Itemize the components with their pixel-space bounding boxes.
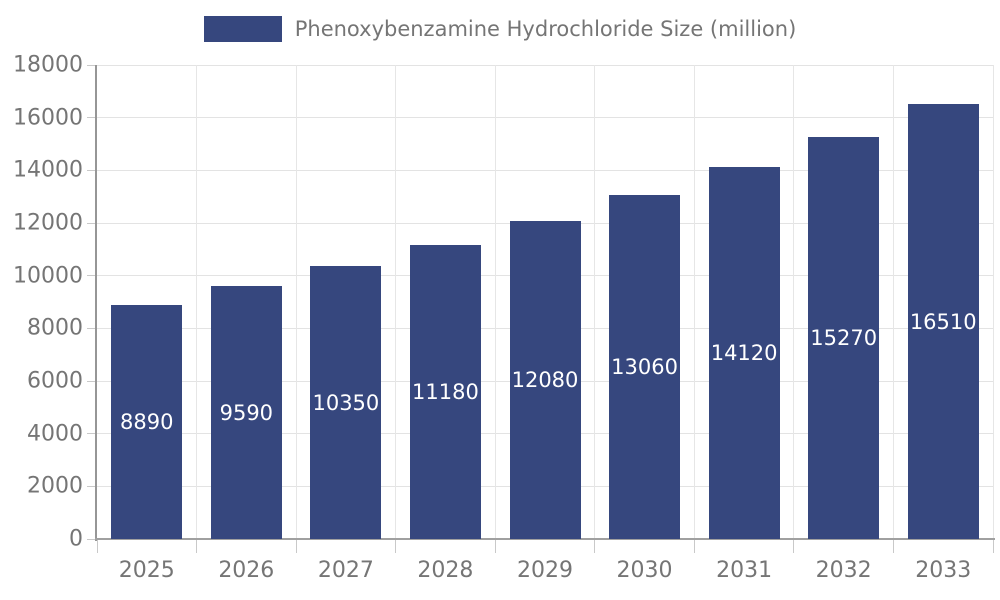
bar-value-label: 9590 xyxy=(219,400,274,425)
y-axis-tick-label: 4000 xyxy=(27,421,83,447)
bar xyxy=(708,167,780,539)
x-axis-tick-label: 2030 xyxy=(616,558,673,583)
y-axis-tick-label: 0 xyxy=(69,526,83,552)
bar-value-label: 10350 xyxy=(312,390,380,415)
bar-value-label: 11180 xyxy=(412,379,479,404)
y-axis-tick xyxy=(87,222,95,224)
gridline-vertical xyxy=(992,65,994,539)
bar-value-label: 13060 xyxy=(611,355,678,380)
x-axis-tick xyxy=(96,540,98,553)
bar-value-label: 8890 xyxy=(120,409,174,434)
x-axis-tick xyxy=(793,540,795,553)
x-axis-tick-label: 2032 xyxy=(815,558,872,583)
gridline-vertical xyxy=(594,65,596,539)
gridline-vertical xyxy=(494,65,496,539)
bar xyxy=(310,266,382,539)
x-axis-tick-label: 2025 xyxy=(118,558,175,583)
y-axis-tick-label: 18000 xyxy=(13,52,83,78)
y-axis-tick xyxy=(87,64,95,66)
y-axis-tick xyxy=(87,275,95,277)
x-axis-tick-label: 2027 xyxy=(317,558,374,583)
x-axis-tick xyxy=(594,540,596,553)
x-axis-tick xyxy=(295,540,297,553)
bar xyxy=(210,286,282,539)
y-axis-tick-label: 8000 xyxy=(27,315,83,341)
y-axis-tick-label: 12000 xyxy=(13,210,83,236)
legend-swatch xyxy=(203,16,282,42)
x-axis-tick xyxy=(892,540,894,553)
x-axis-tick xyxy=(693,540,695,553)
y-axis-tick xyxy=(87,169,95,171)
gridline-vertical xyxy=(196,65,198,539)
x-axis-tick xyxy=(992,540,994,553)
x-axis-tick-label: 2031 xyxy=(716,558,773,583)
x-axis-line xyxy=(95,538,995,540)
bar xyxy=(409,244,481,539)
y-axis-tick xyxy=(87,538,95,540)
y-axis-tick xyxy=(87,380,95,382)
legend-label: Phenoxybenzamine Hydrochloride Size (mil… xyxy=(294,17,797,41)
y-axis-tick-label: 10000 xyxy=(13,263,83,289)
gridline-horizontal xyxy=(97,169,993,171)
y-axis-tick xyxy=(87,327,95,329)
x-axis-tick xyxy=(395,540,397,553)
y-axis-tick xyxy=(87,117,95,119)
y-axis-tick-label: 16000 xyxy=(13,105,83,131)
y-axis-line xyxy=(95,65,97,541)
gridline-vertical xyxy=(793,65,795,539)
gridline-vertical xyxy=(395,65,397,539)
bar xyxy=(609,195,681,539)
x-axis-tick-label: 2033 xyxy=(915,558,972,583)
y-axis-tick-label: 2000 xyxy=(27,473,83,499)
x-axis-tick xyxy=(494,540,496,553)
y-axis-tick xyxy=(87,485,95,487)
gridline-horizontal xyxy=(97,117,993,119)
y-axis-tick xyxy=(87,433,95,435)
bar xyxy=(907,104,979,539)
bar-value-label: 14120 xyxy=(710,341,778,366)
x-axis-tick xyxy=(196,540,198,553)
bar-value-label: 16510 xyxy=(909,309,977,334)
y-axis-tick-label: 14000 xyxy=(13,157,83,183)
x-axis-tick-label: 2029 xyxy=(516,558,573,583)
legend[interactable]: Phenoxybenzamine Hydrochloride Size (mil… xyxy=(0,16,1000,42)
y-axis-tick-label: 6000 xyxy=(27,368,83,394)
bar xyxy=(808,136,880,539)
bar-value-label: 12080 xyxy=(511,367,579,392)
gridline-vertical xyxy=(693,65,695,539)
gridline-vertical xyxy=(892,65,894,539)
x-axis-tick-label: 2028 xyxy=(417,558,474,583)
gridline-horizontal xyxy=(97,64,993,66)
gridline-vertical xyxy=(295,65,297,539)
bar xyxy=(509,220,581,539)
bar-value-label: 15270 xyxy=(810,325,878,350)
bar xyxy=(111,304,183,539)
x-axis-tick-label: 2026 xyxy=(218,558,275,583)
